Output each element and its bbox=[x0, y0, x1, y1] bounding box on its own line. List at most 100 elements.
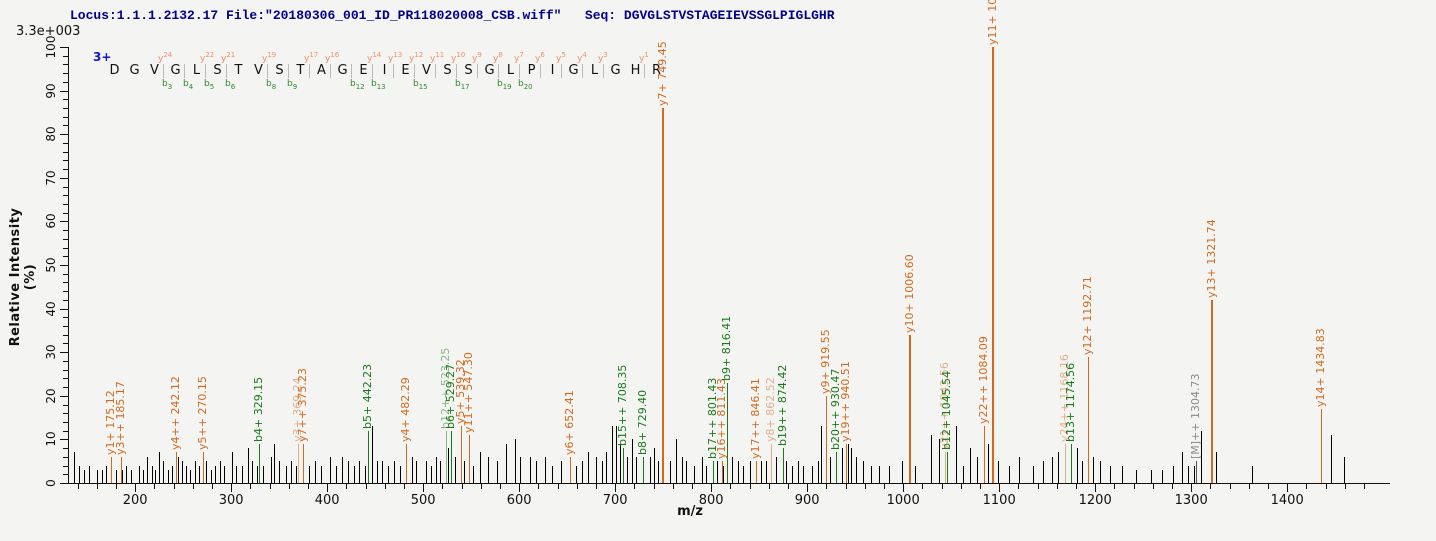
x-major-tick bbox=[711, 484, 713, 492]
peak-bar bbox=[545, 456, 547, 483]
y-minor-tick bbox=[63, 169, 68, 171]
peak-bar bbox=[106, 465, 108, 483]
x-minor-tick bbox=[1325, 484, 1327, 489]
x-minor-tick bbox=[365, 484, 367, 489]
intensity-scale-label: 3.3e+003 bbox=[16, 24, 81, 39]
x-minor-tick bbox=[1306, 484, 1308, 489]
peak-bar bbox=[616, 426, 618, 483]
x-minor-tick bbox=[308, 484, 309, 489]
peak-bar bbox=[848, 443, 850, 483]
peak-bar bbox=[682, 456, 684, 483]
y-minor-tick bbox=[63, 317, 68, 319]
fragment-peak-label: y19++ 940.51 bbox=[839, 360, 853, 442]
fragment-peak-bar-y bbox=[468, 435, 470, 483]
cleavage-mark: y3 bbox=[598, 51, 608, 78]
x-major-tick bbox=[135, 484, 137, 492]
peak-bar bbox=[820, 426, 822, 483]
x-minor-tick bbox=[1152, 484, 1154, 489]
fragment-peak-bar-y bbox=[983, 426, 985, 483]
x-tick-label: 1400 bbox=[1270, 493, 1304, 508]
fragment-peak-label: b4+ 329.15 bbox=[252, 376, 266, 442]
peak-bar bbox=[716, 461, 718, 483]
y-major-tick bbox=[60, 47, 68, 48]
peak-bar bbox=[211, 469, 213, 483]
residue-letter: V bbox=[422, 63, 431, 78]
x-axis-line bbox=[63, 483, 1390, 484]
residue-letter: G bbox=[337, 63, 348, 78]
x-minor-tick bbox=[442, 484, 444, 489]
peak-bar bbox=[387, 465, 389, 483]
y-minor-tick bbox=[63, 369, 68, 371]
residue-letter: I bbox=[550, 63, 555, 78]
header-line: Locus:1.1.1.2132.17 File:"20180306_001_I… bbox=[70, 8, 835, 23]
b-ion-seq-label: b13 bbox=[371, 79, 386, 91]
residue-letter: G bbox=[568, 63, 579, 78]
peak-bar bbox=[381, 461, 383, 483]
peak-bar bbox=[1100, 461, 1101, 483]
peak-bar bbox=[649, 456, 651, 483]
fragment-peak-bar-y bbox=[771, 443, 773, 483]
fragment-peak-bar-M bbox=[1195, 461, 1197, 483]
peak-bar bbox=[1136, 469, 1138, 483]
peak-bar bbox=[575, 465, 577, 483]
peak-bar bbox=[1188, 465, 1190, 483]
residue-letter: E bbox=[401, 63, 410, 78]
y-ion-seq-label: y12 bbox=[409, 51, 424, 64]
fragment-peak-label: b8+ 729.40 bbox=[636, 389, 650, 455]
fragment-peak-label: y6+ 652.41 bbox=[562, 390, 576, 455]
peak-bar bbox=[742, 465, 744, 483]
peak-bar bbox=[89, 465, 91, 483]
peak-bar bbox=[321, 465, 323, 483]
x-minor-tick bbox=[864, 484, 866, 489]
x-major-tick bbox=[519, 484, 521, 492]
peak-bar bbox=[464, 461, 466, 483]
peak-bar bbox=[529, 456, 531, 483]
x-minor-tick bbox=[116, 484, 117, 489]
fragment-peak-bar-y bbox=[202, 452, 204, 483]
peak-bar bbox=[270, 456, 272, 483]
x-minor-tick bbox=[1210, 484, 1212, 489]
b-ion-seq-label: b15 bbox=[413, 79, 428, 91]
peak-bar bbox=[1076, 448, 1078, 483]
x-major-tick bbox=[807, 484, 809, 492]
residue-letter: E bbox=[359, 63, 368, 78]
peak-bar bbox=[411, 456, 413, 483]
x-major-tick bbox=[903, 484, 905, 492]
peak-bar bbox=[1043, 461, 1045, 483]
y-minor-tick bbox=[63, 64, 68, 66]
y-minor-tick bbox=[63, 116, 68, 118]
peak-bar bbox=[206, 461, 208, 483]
x-minor-tick bbox=[845, 484, 847, 489]
y-tick-label: 90 bbox=[44, 82, 58, 99]
peak-bar bbox=[588, 452, 590, 483]
y-minor-tick bbox=[63, 108, 68, 110]
cleavage-mark: y1 bbox=[639, 51, 649, 78]
y-ion-seq-label: y3 bbox=[598, 51, 608, 64]
y-minor-tick bbox=[63, 343, 68, 345]
x-minor-tick bbox=[1248, 484, 1250, 489]
residue-letter: S bbox=[464, 63, 473, 78]
residue-letter: S bbox=[275, 63, 284, 78]
residue-letter: L bbox=[590, 63, 599, 78]
fragment-peak-bar-y bbox=[846, 443, 848, 483]
fragment-peak-label: y14+ 1434.83 bbox=[1313, 328, 1327, 407]
peak-bar bbox=[125, 465, 127, 483]
peak-bar bbox=[658, 461, 660, 483]
peak-bar bbox=[497, 461, 499, 483]
fragment-peak-label: y4++ 242.12 bbox=[168, 376, 182, 451]
peak-bar bbox=[146, 456, 148, 483]
x-major-tick bbox=[615, 484, 617, 492]
x-major-tick bbox=[1095, 484, 1097, 492]
fragment-peak-label: y3++ 185.17 bbox=[113, 380, 127, 455]
peak-bar bbox=[561, 461, 563, 483]
x-tick-label: 1300 bbox=[1174, 493, 1208, 508]
peak-bar bbox=[786, 461, 788, 483]
peak-bar bbox=[163, 461, 165, 483]
y-ion-seq-label: y21 bbox=[221, 51, 236, 64]
x-minor-tick bbox=[288, 484, 290, 489]
peak-bar bbox=[856, 456, 858, 483]
y-tick-label: 0 bbox=[44, 479, 58, 487]
cleavage-mark: y11 bbox=[430, 51, 444, 78]
y-minor-tick bbox=[63, 326, 68, 328]
b-ion-seq-label: b4 bbox=[183, 79, 194, 91]
